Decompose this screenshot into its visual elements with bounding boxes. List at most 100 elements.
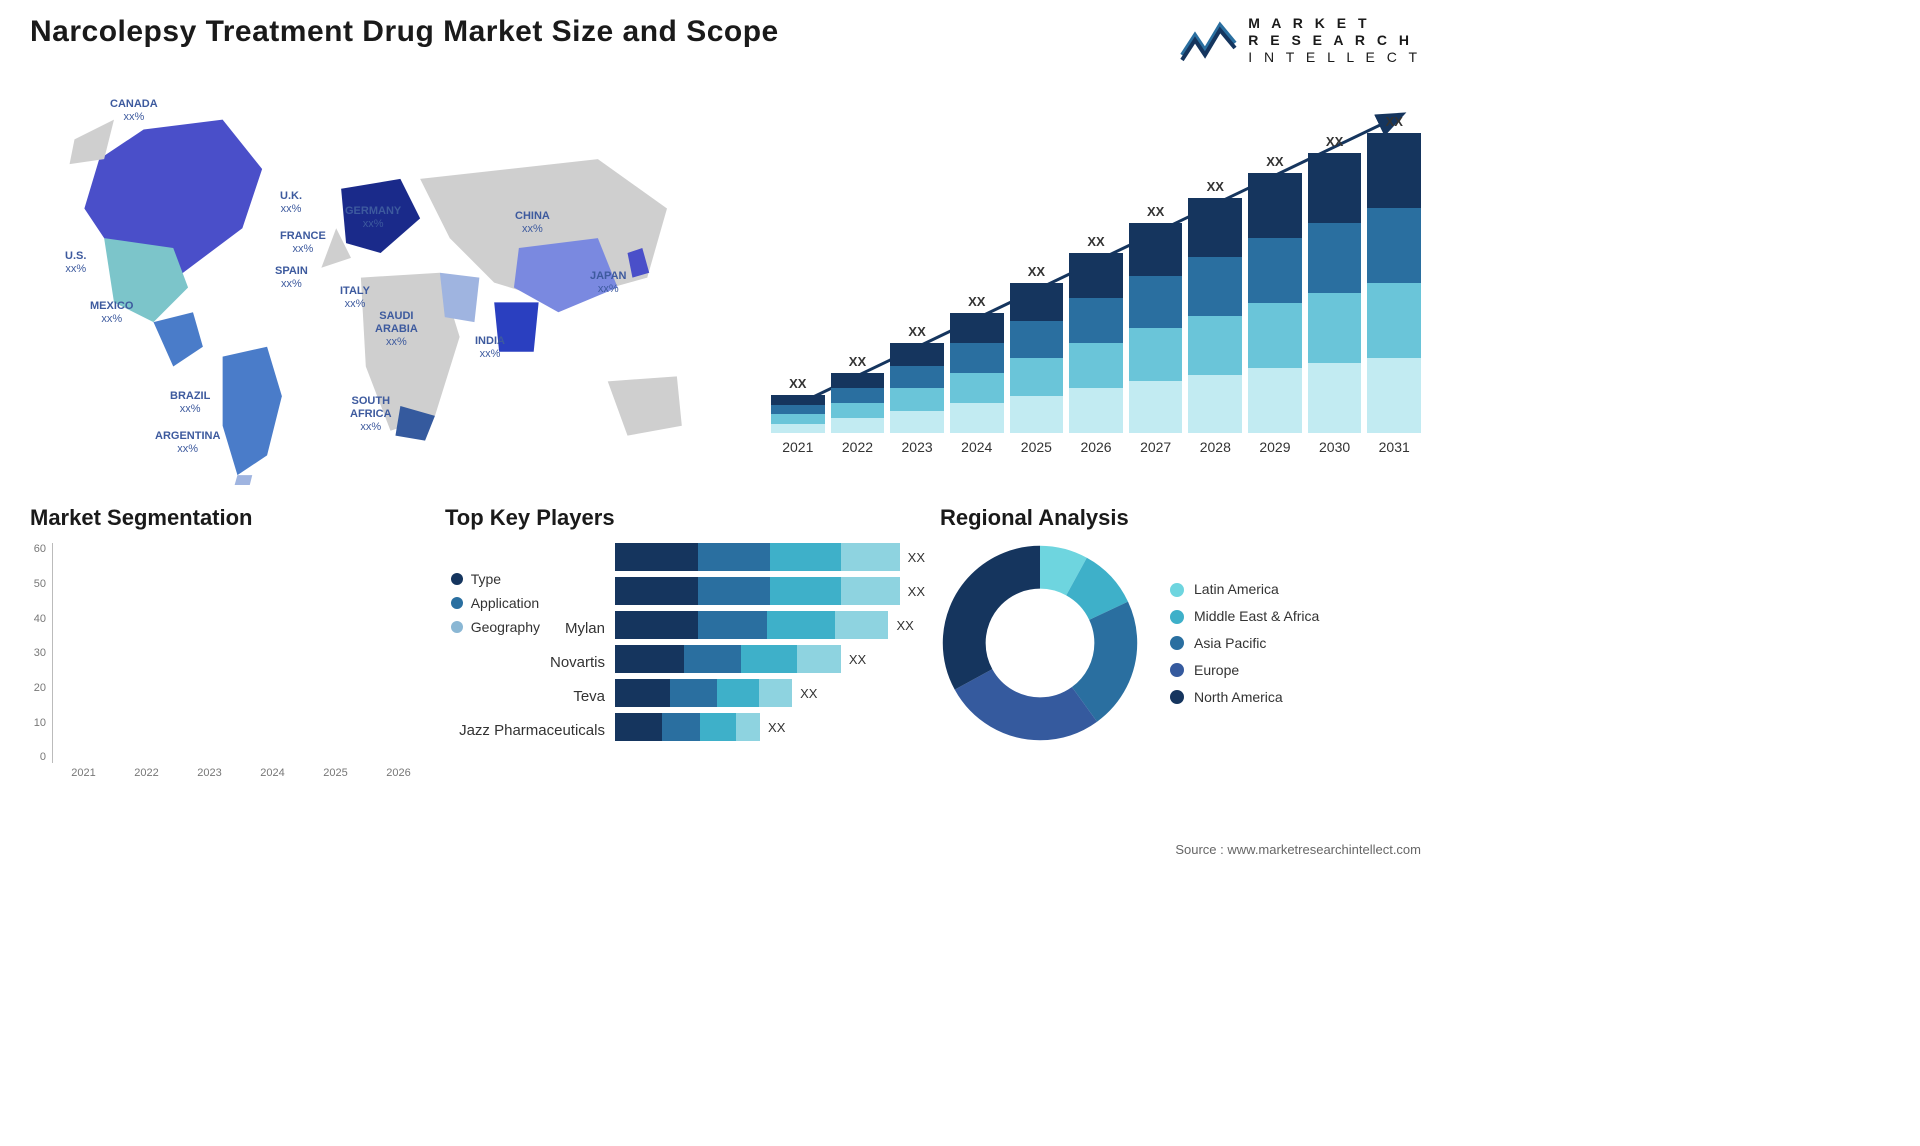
legend-label: North America (1194, 689, 1283, 706)
forecast-stack (1129, 223, 1183, 433)
forecast-seg (1248, 238, 1302, 303)
forecast-seg (1069, 298, 1123, 343)
forecast-value: XX (908, 324, 925, 339)
forecast-stack (831, 373, 885, 433)
player-seg (770, 543, 841, 571)
map-label-spain: SPAINxx% (275, 265, 308, 290)
reg-legend-item: Europe (1170, 662, 1319, 679)
seg-year: 2022 (115, 767, 178, 779)
map-label-uk: U.K.xx% (280, 190, 302, 215)
forecast-seg (1010, 396, 1064, 434)
forecast-bar-2023: XX2023 (890, 324, 944, 455)
segmentation-title: Market Segmentation (30, 505, 430, 531)
player-bar (615, 713, 760, 741)
forecast-seg (890, 343, 944, 366)
player-row: XX (615, 543, 925, 571)
forecast-bar-2025: XX 2025 (1010, 264, 1064, 455)
reg-legend-item: North America (1170, 689, 1319, 706)
player-bar (615, 611, 888, 639)
player-label: Jazz Pharmaceuticals (445, 713, 605, 747)
players-bars: XXXXXXXXXXXX (615, 543, 925, 741)
forecast-seg (1188, 198, 1242, 257)
seg-ytick: 0 (30, 751, 46, 763)
forecast-stack (1069, 253, 1123, 433)
page-title: Narcolepsy Treatment Drug Market Size an… (30, 15, 779, 49)
forecast-seg (1129, 223, 1183, 276)
player-value: XX (768, 720, 785, 735)
legend-label: Middle East & Africa (1194, 608, 1319, 625)
logo-line1: M A R K E T (1248, 15, 1370, 31)
regional-donut (940, 543, 1140, 743)
player-value: XX (800, 686, 817, 701)
map-label-germany: GERMANYxx% (345, 205, 401, 230)
regional-legend: Latin AmericaMiddle East & AfricaAsia Pa… (1170, 571, 1319, 715)
logo-text: M A R K E T R E S E A R C H I N T E L L … (1248, 15, 1421, 65)
map-label-italy: ITALYxx% (340, 285, 370, 310)
player-value: XX (908, 584, 925, 599)
players-title: Top Key Players (445, 505, 925, 531)
player-seg (698, 577, 769, 605)
regional-title: Regional Analysis (940, 505, 1421, 531)
seg-ytick: 60 (30, 543, 46, 555)
forecast-seg (831, 388, 885, 403)
player-row: XX (615, 611, 925, 639)
forecast-seg (1308, 153, 1362, 223)
logo-line2: R E S E A R C H (1248, 32, 1413, 48)
forecast-bar-2026: XX2026 (1069, 234, 1123, 455)
player-bar (615, 577, 900, 605)
forecast-seg (950, 313, 1004, 343)
forecast-year: 2026 (1080, 439, 1111, 455)
reg-legend-item: Middle East & Africa (1170, 608, 1319, 625)
forecast-seg (1069, 343, 1123, 388)
player-row: XX (615, 713, 925, 741)
forecast-year: 2029 (1259, 439, 1290, 455)
forecast-value: XX (789, 376, 806, 391)
forecast-seg (1188, 257, 1242, 316)
map-label-canada: CANADAxx% (110, 98, 158, 123)
legend-dot (451, 621, 463, 633)
map-label-france: FRANCExx% (280, 230, 326, 255)
forecast-seg (1010, 283, 1064, 321)
logo-icon (1180, 15, 1240, 65)
source-text: Source : www.marketresearchintellect.com (1175, 842, 1421, 857)
player-bar (615, 679, 792, 707)
legend-dot (451, 573, 463, 585)
seg-ytick: 20 (30, 682, 46, 694)
forecast-stack (1308, 153, 1362, 433)
reg-legend-item: Latin America (1170, 581, 1319, 598)
forecast-seg (1248, 368, 1302, 433)
world-map: CANADAxx%U.S.xx%MEXICOxx%BRAZILxx%ARGENT… (30, 90, 751, 485)
forecast-bar-2031: XX2031 (1367, 114, 1421, 455)
seg-ytick: 40 (30, 613, 46, 625)
seg-ytick: 50 (30, 578, 46, 590)
map-label-brazil: BRAZILxx% (170, 390, 210, 415)
forecast-value: XX (1207, 179, 1224, 194)
forecast-seg (1367, 208, 1421, 283)
player-seg (767, 611, 836, 639)
forecast-seg (1129, 381, 1183, 434)
player-seg (717, 679, 759, 707)
forecast-value: XX (1266, 154, 1283, 169)
player-seg (700, 713, 735, 741)
forecast-value: XX (849, 354, 866, 369)
seg-year: 2023 (178, 767, 241, 779)
forecast-stack (1248, 173, 1302, 433)
player-seg (759, 679, 792, 707)
forecast-seg (1069, 388, 1123, 433)
forecast-year: 2025 (1021, 439, 1052, 455)
player-seg (670, 679, 717, 707)
segmentation-chart: 0102030405060 (30, 543, 53, 763)
player-seg (797, 645, 841, 673)
legend-label: Geography (471, 619, 540, 635)
player-value: XX (908, 550, 925, 565)
player-label: Novartis (445, 645, 605, 679)
forecast-bar-2030: XX2030 (1308, 134, 1362, 455)
player-seg (615, 713, 662, 741)
forecast-bar-2027: XX2027 (1129, 204, 1183, 455)
player-seg (615, 543, 698, 571)
legend-dot (1170, 663, 1184, 677)
map-label-southafrica: SOUTHAFRICAxx% (350, 395, 392, 433)
forecast-value: XX (1028, 264, 1045, 279)
forecast-seg (1069, 253, 1123, 298)
forecast-value: XX (1326, 134, 1343, 149)
